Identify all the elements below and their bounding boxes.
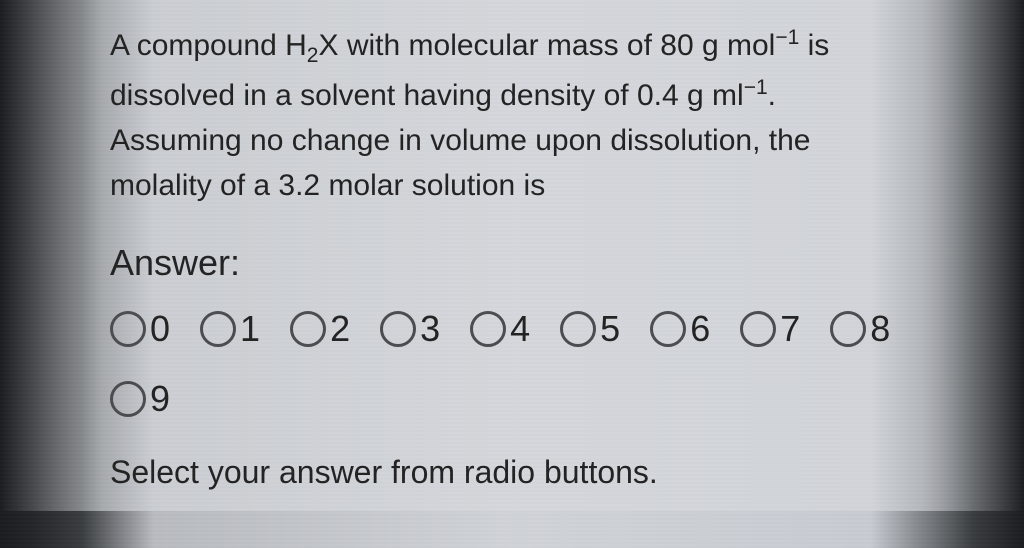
radio-icon[interactable]	[110, 381, 146, 417]
answer-options: 0 1 2 3 4 5 6 7	[110, 308, 934, 420]
superscript: −1	[775, 26, 799, 49]
option-label: 7	[780, 308, 800, 350]
option-label: 0	[150, 308, 170, 350]
superscript: −1	[744, 76, 768, 99]
radio-icon[interactable]	[110, 311, 146, 347]
option-label: 1	[240, 308, 260, 350]
radio-icon[interactable]	[740, 311, 776, 347]
subscript: 2	[307, 44, 319, 67]
text-fragment: .	[768, 79, 776, 112]
option-label: 9	[150, 378, 170, 420]
radio-icon[interactable]	[290, 311, 326, 347]
radio-icon[interactable]	[200, 311, 236, 347]
question-text: A compound H2X with molecular mass of 80…	[110, 22, 934, 208]
option-label: 6	[690, 308, 710, 350]
option-9[interactable]: 9	[110, 378, 170, 420]
option-1[interactable]: 1	[200, 308, 260, 350]
option-7[interactable]: 7	[740, 308, 800, 350]
radio-icon[interactable]	[470, 311, 506, 347]
option-5[interactable]: 5	[560, 308, 620, 350]
option-3[interactable]: 3	[380, 308, 440, 350]
option-6[interactable]: 6	[650, 308, 710, 350]
radio-icon[interactable]	[650, 311, 686, 347]
question-line3: Assuming no change in volume upon dissol…	[110, 124, 810, 157]
question-line1: A compound H2X with molecular mass of 80…	[110, 29, 829, 62]
question-page: A compound H2X with molecular mass of 80…	[0, 0, 1024, 511]
option-2[interactable]: 2	[290, 308, 350, 350]
answer-heading: Answer:	[110, 242, 934, 284]
instruction-text: Select your answer from radio buttons.	[110, 454, 934, 491]
option-label: 2	[330, 308, 350, 350]
text-fragment: dissolved in a solvent having density of…	[110, 79, 744, 112]
option-4[interactable]: 4	[470, 308, 530, 350]
radio-icon[interactable]	[560, 311, 596, 347]
option-label: 3	[420, 308, 440, 350]
option-label: 5	[600, 308, 620, 350]
option-label: 8	[870, 308, 890, 350]
question-line2: dissolved in a solvent having density of…	[110, 79, 776, 112]
text-fragment: is	[799, 29, 829, 62]
text-fragment: X with molecular mass of 80 g mol	[318, 29, 775, 62]
radio-icon[interactable]	[830, 311, 866, 347]
option-8[interactable]: 8	[830, 308, 890, 350]
option-0[interactable]: 0	[110, 308, 170, 350]
text-fragment: A compound H	[110, 29, 307, 62]
option-label: 4	[510, 308, 530, 350]
radio-icon[interactable]	[380, 311, 416, 347]
question-line4: molality of a 3.2 molar solution is	[110, 169, 545, 202]
